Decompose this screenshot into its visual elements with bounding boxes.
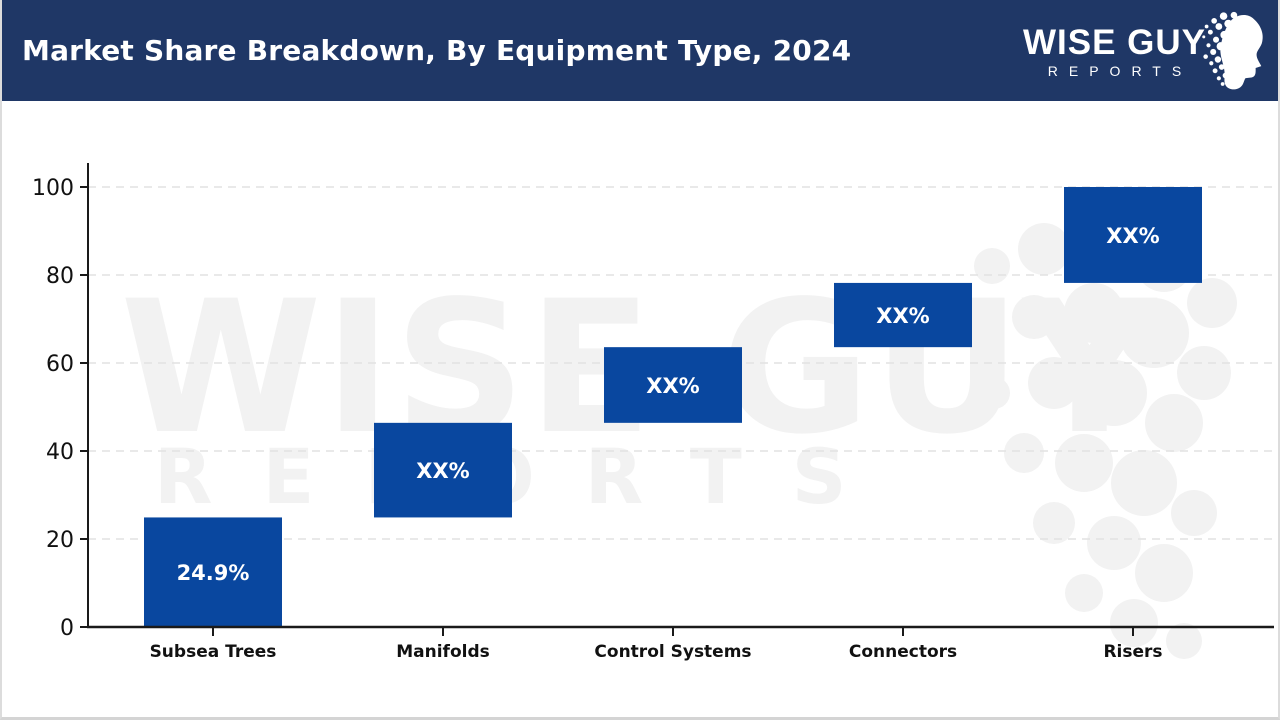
y-tick-label: 60 (46, 352, 74, 377)
bar-label: XX% (1106, 224, 1159, 248)
bar-label: XX% (416, 459, 469, 483)
y-tick-label: 20 (46, 528, 74, 553)
bar-subsea-trees (144, 517, 282, 627)
page-title: Market Share Breakdown, By Equipment Typ… (22, 34, 852, 67)
bar-risers (1064, 187, 1202, 283)
bar-label: XX% (646, 374, 699, 398)
y-tick-label: 80 (46, 264, 74, 289)
wiseguy-head-icon (1202, 11, 1263, 90)
header-bar: Market Share Breakdown, By Equipment Typ… (2, 0, 1278, 101)
wiseguy-logo-text: WISE GUY REPORTS (1023, 25, 1206, 78)
bar-manifolds (374, 422, 512, 518)
y-tick-label: 40 (46, 440, 74, 465)
logo-wordmark: WISE GUY (1022, 22, 1206, 62)
wiseguy-logo: WISE GUY REPORTS (1023, 6, 1266, 96)
bar-control-systems (604, 347, 742, 423)
x-tick-label: Subsea Trees (150, 642, 277, 662)
logo-subtext: REPORTS (1047, 62, 1193, 79)
bar-label: 24.9% (177, 561, 250, 585)
x-tick-label: Control Systems (594, 642, 751, 662)
bar-label: XX% (876, 304, 929, 328)
x-tick-label: Risers (1103, 642, 1162, 662)
y-tick-label: 100 (32, 176, 74, 201)
y-tick-label: 0 (60, 616, 74, 641)
bar-connectors (834, 282, 972, 348)
x-tick-label: Manifolds (396, 642, 490, 662)
x-tick-label: Connectors (849, 642, 957, 662)
